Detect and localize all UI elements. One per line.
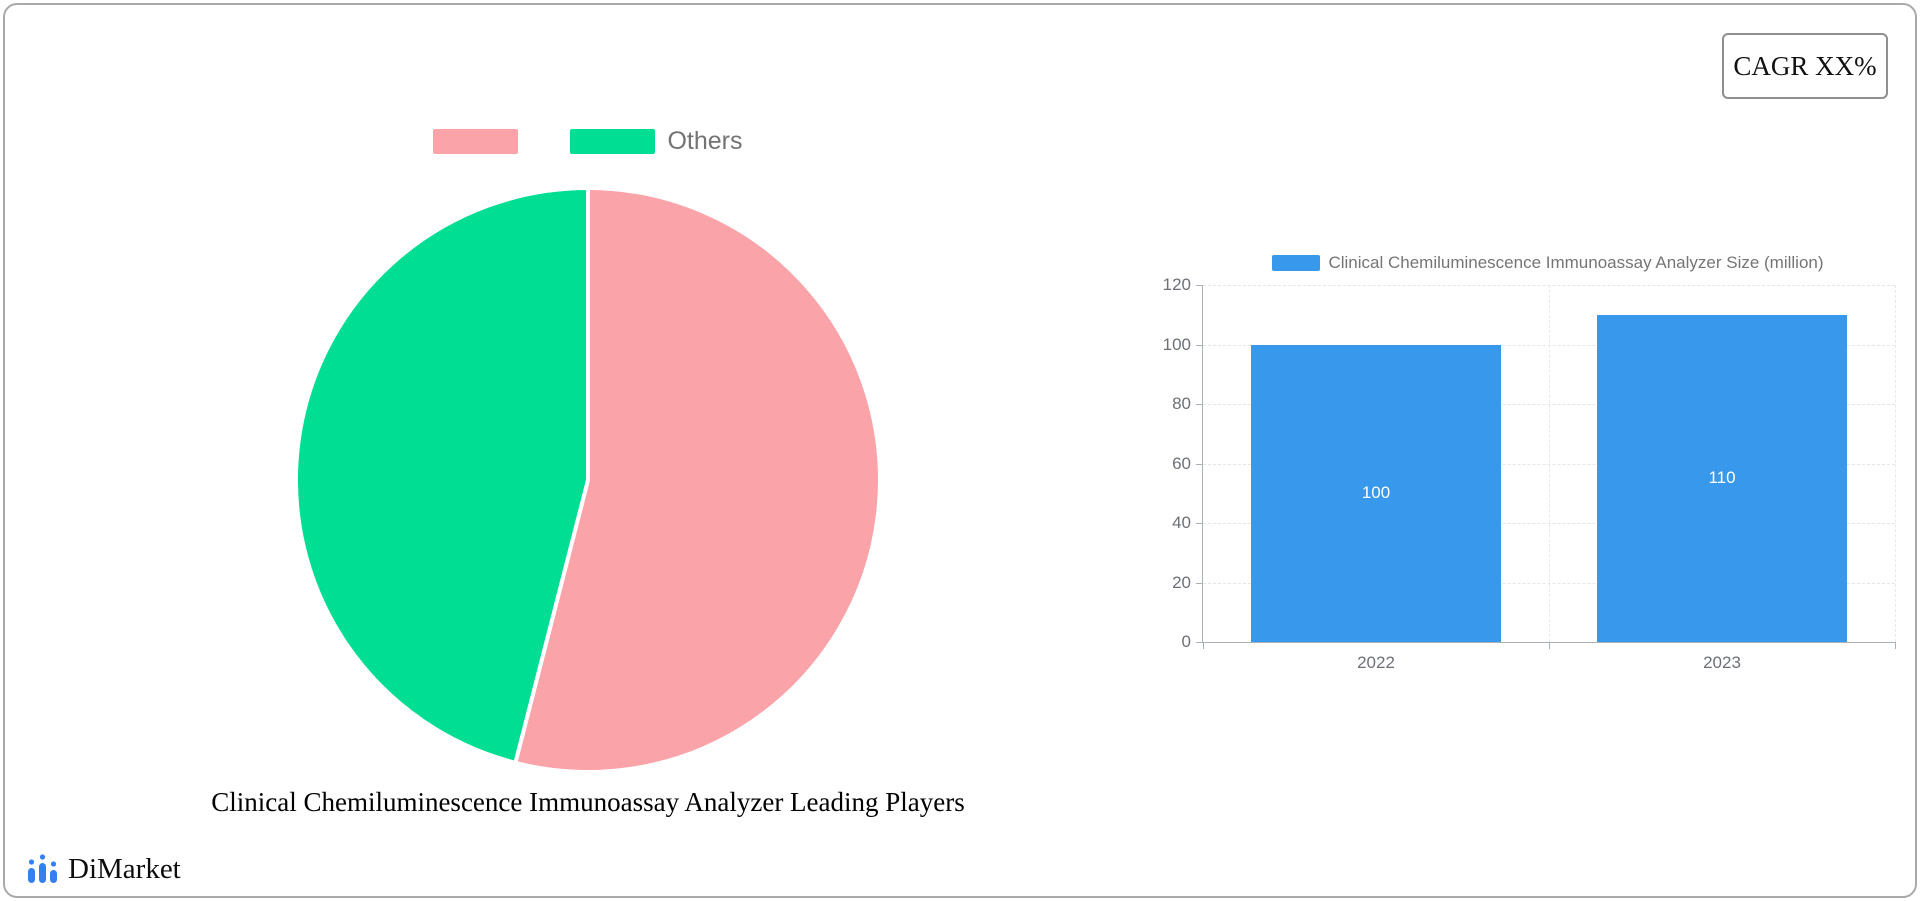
bar-legend-label: Clinical Chemiluminescence Immunoassay A… xyxy=(1328,253,1824,272)
logo-dot xyxy=(50,861,57,867)
pie-legend-item-Others[interactable]: Others xyxy=(570,126,743,155)
cagr-label: CAGR XX% xyxy=(1733,50,1877,81)
pie-legend-item-series0[interactable] xyxy=(433,128,530,154)
logo-dot xyxy=(39,854,46,860)
bar-chart: Clinical Chemiluminescence Immunoassay A… xyxy=(1130,245,1910,690)
pie-legend-swatch-icon xyxy=(433,128,519,154)
y-axis-tick xyxy=(1196,582,1203,584)
y-axis-label: 100 xyxy=(1162,334,1191,354)
y-axis-tick xyxy=(1196,642,1203,643)
x-axis-tick xyxy=(1549,642,1550,649)
pie-title: Clinical Chemiluminescence Immunoassay A… xyxy=(211,787,965,817)
pie-slice-series0[interactable] xyxy=(513,186,882,774)
bar-2022[interactable]: 100 xyxy=(1251,344,1501,642)
logo-bar xyxy=(39,863,46,883)
x-axis-tick xyxy=(1203,642,1204,649)
y-axis-label: 0 xyxy=(1181,632,1191,651)
y-axis-label: 60 xyxy=(1172,453,1191,473)
brand-name: DiMarket xyxy=(68,852,181,885)
y-axis-label: 120 xyxy=(1162,275,1191,294)
bar-chart-logo-icon xyxy=(28,854,57,883)
y-axis-tick xyxy=(1196,523,1203,524)
y-axis-label: 80 xyxy=(1172,394,1191,413)
y-axis-label: 40 xyxy=(1172,513,1191,532)
bar-legend-swatch-icon xyxy=(1272,255,1321,271)
bar-2023[interactable]: 110 xyxy=(1597,314,1847,642)
gridline-x xyxy=(1895,285,1896,642)
bar-value-label: 100 xyxy=(1361,483,1391,503)
bar-plot-area: 0 20 40 60 80 100 120 100 2022 110 2023 xyxy=(1163,276,1896,672)
y-axis-tick xyxy=(1196,404,1203,405)
pie-legend-label: Others xyxy=(667,126,743,155)
logo-dot xyxy=(28,859,35,865)
pie-slice-Others[interactable] xyxy=(294,186,590,765)
y-axis-tick xyxy=(1196,285,1203,286)
bar-legend[interactable]: Clinical Chemiluminescence Immunoassay A… xyxy=(1202,253,1894,273)
brand-logo: DiMarket xyxy=(25,852,181,886)
x-axis-tick xyxy=(1895,642,1896,649)
pie-legend: Others xyxy=(288,126,888,156)
pie-legend-swatch-icon xyxy=(570,128,656,154)
cagr-box: CAGR XX% xyxy=(1722,33,1888,99)
y-axis-tick xyxy=(1196,344,1203,346)
y-axis-label: 20 xyxy=(1172,572,1191,592)
logo-bar xyxy=(50,870,57,883)
gridline-x xyxy=(1549,285,1550,642)
bar-value-label: 110 xyxy=(1708,468,1736,488)
x-axis-label-2022: 2022 xyxy=(1357,653,1395,672)
x-axis-label-2023: 2023 xyxy=(1703,653,1741,672)
logo-bar xyxy=(28,868,35,883)
pie-chart xyxy=(294,186,882,774)
y-axis-tick xyxy=(1196,463,1203,465)
